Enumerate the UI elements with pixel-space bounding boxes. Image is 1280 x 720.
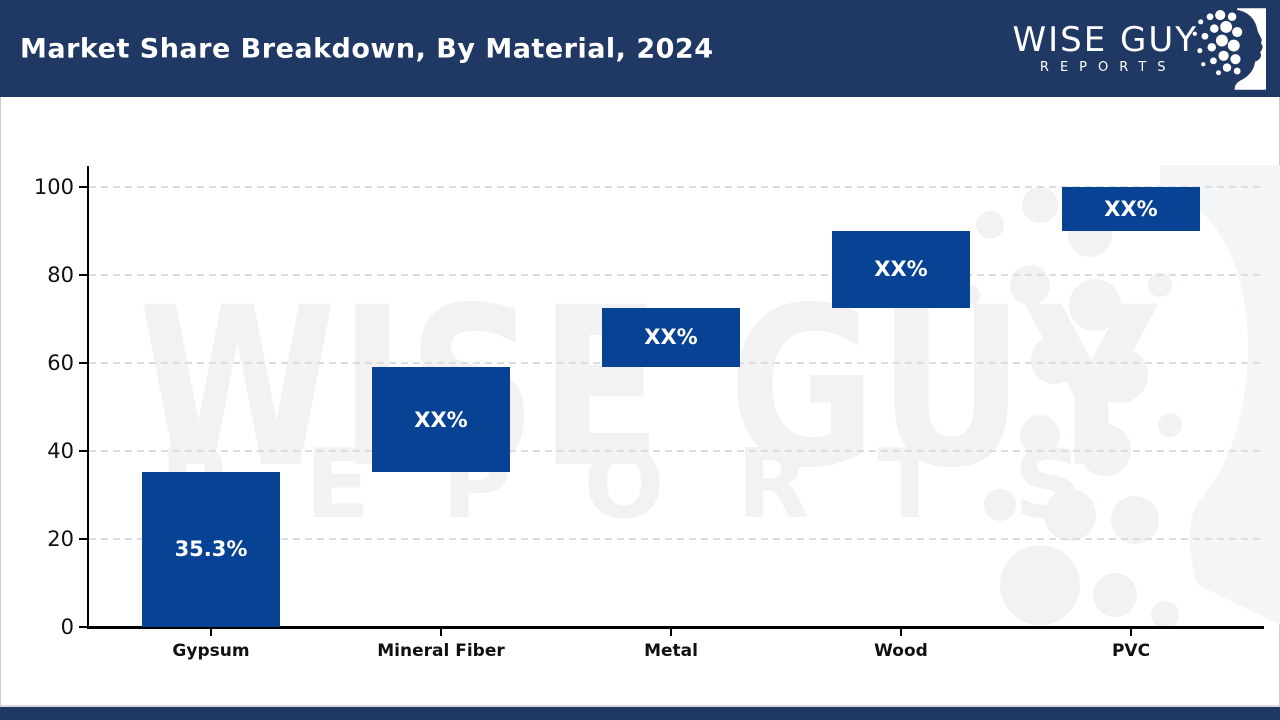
x-tick-label: PVC (1111, 641, 1151, 661)
y-tick-label: 20 (47, 527, 74, 551)
x-tick (440, 629, 442, 636)
gridline (89, 274, 1264, 276)
bar-value-label: XX% (1104, 197, 1158, 221)
bar-value-label: XX% (644, 325, 698, 350)
bar (142, 471, 280, 627)
x-tick (900, 629, 902, 636)
y-tick (79, 274, 87, 276)
logo-line1: WISE GUY (1012, 20, 1198, 61)
x-tick (210, 629, 212, 636)
y-tick-label: 60 (47, 351, 74, 375)
y-tick (79, 362, 87, 364)
y-tick (79, 186, 87, 188)
y-tick (79, 626, 87, 628)
x-tick (1130, 629, 1132, 636)
bar (1062, 187, 1200, 231)
gridline (89, 538, 1264, 540)
gridline (89, 450, 1264, 452)
y-tick-label: 80 (47, 263, 74, 287)
x-axis-line (87, 626, 1264, 629)
y-tick-label: 100 (33, 175, 74, 199)
bar (832, 231, 970, 308)
x-tick (670, 629, 672, 636)
face-dots-icon (1192, 8, 1266, 90)
watermark-face-dots (960, 165, 1280, 629)
y-tick-label: 0 (60, 615, 74, 639)
x-tick-label: Wood (874, 641, 928, 661)
bar (372, 367, 510, 472)
footer-bar (0, 707, 1280, 720)
y-tick (79, 450, 87, 452)
header-bar: Market Share Breakdown, By Material, 202… (0, 0, 1280, 97)
x-tick-label: Gypsum (172, 641, 250, 661)
page-title: Market Share Breakdown, By Material, 202… (20, 33, 714, 64)
watermark-subtitle: REPORTS (160, 430, 1155, 540)
logo-line2: REPORTS (1039, 59, 1177, 75)
wiseguy-logo: WISE GUY REPORTS (1012, 8, 1266, 90)
y-axis-line (87, 166, 89, 629)
bar (602, 307, 740, 368)
x-tick-label: Metal (644, 641, 698, 661)
x-tick-label: Mineral Fiber (377, 641, 505, 661)
bar-value-label: XX% (414, 407, 468, 432)
y-tick (79, 538, 87, 540)
logo-wordmark: WISE GUY REPORTS (1012, 20, 1198, 75)
gridline (89, 186, 1264, 188)
y-tick-label: 40 (47, 439, 74, 463)
bar-value-label: XX% (874, 257, 928, 282)
bar-value-label: 35.3% (174, 537, 248, 562)
